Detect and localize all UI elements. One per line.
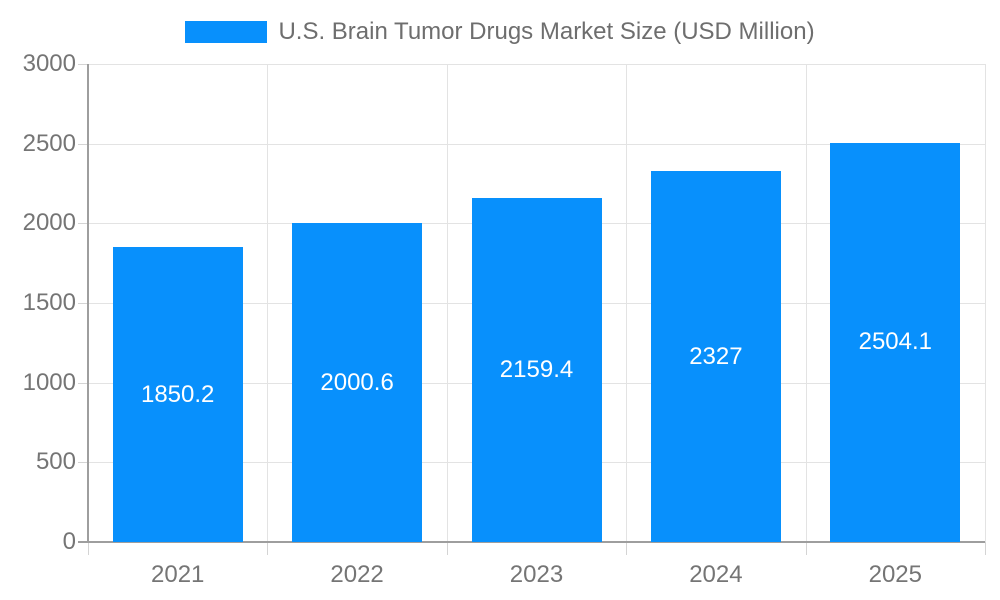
gridline-vertical xyxy=(626,64,628,542)
x-axis-tick xyxy=(446,542,448,555)
y-axis-label: 0 xyxy=(62,528,76,555)
x-axis-tick xyxy=(985,542,986,555)
y-axis-label: 1500 xyxy=(22,289,76,316)
y-axis-tick xyxy=(78,303,88,304)
bar: 2504.1 xyxy=(830,143,961,542)
gridline-horizontal xyxy=(88,143,985,145)
bar-value-label: 2504.1 xyxy=(858,328,932,356)
gridline-vertical xyxy=(267,64,269,542)
gridline-horizontal xyxy=(88,64,985,65)
x-axis-label: 2021 xyxy=(151,561,205,588)
x-axis-label: 2022 xyxy=(330,561,384,588)
x-axis-line xyxy=(78,541,985,543)
y-axis-label: 1000 xyxy=(22,368,76,396)
legend-swatch xyxy=(185,21,268,43)
chart-legend[interactable]: U.S. Brain Tumor Drugs Market Size (USD … xyxy=(0,18,1000,46)
y-axis-tick xyxy=(78,143,88,145)
y-axis-line xyxy=(87,64,89,542)
bar-value-label: 2000.6 xyxy=(320,368,394,396)
bar-value-label: 2327 xyxy=(689,342,743,370)
x-axis-tick xyxy=(88,542,89,555)
bar: 2159.4 xyxy=(471,197,602,542)
y-axis-label: 2500 xyxy=(22,129,76,157)
bar-value-label: 2159.4 xyxy=(499,355,574,383)
bar: 2000.6 xyxy=(292,223,423,542)
x-axis-tick xyxy=(805,542,807,555)
legend-label: U.S. Brain Tumor Drugs Market Size (USD … xyxy=(278,18,815,45)
y-axis-label: 3000 xyxy=(22,50,76,77)
y-axis-tick xyxy=(78,462,88,464)
bar: 2327 xyxy=(650,171,781,542)
x-axis-label: 2025 xyxy=(868,561,922,588)
y-axis-tick xyxy=(78,64,88,65)
y-axis-label: 500 xyxy=(35,448,76,476)
bar: 1850.2 xyxy=(112,247,243,542)
y-axis-tick xyxy=(78,223,88,225)
x-axis-tick xyxy=(626,542,628,555)
x-axis-label: 2023 xyxy=(509,561,564,588)
gridline-vertical xyxy=(805,64,807,542)
gridline-vertical xyxy=(446,64,448,542)
bar-value-label: 1850.2 xyxy=(140,380,215,408)
gridline-vertical xyxy=(985,64,986,542)
y-axis-label: 2000 xyxy=(22,209,76,237)
x-axis-label: 2024 xyxy=(689,561,743,588)
y-axis-tick xyxy=(78,382,88,384)
x-axis-tick xyxy=(267,542,269,555)
